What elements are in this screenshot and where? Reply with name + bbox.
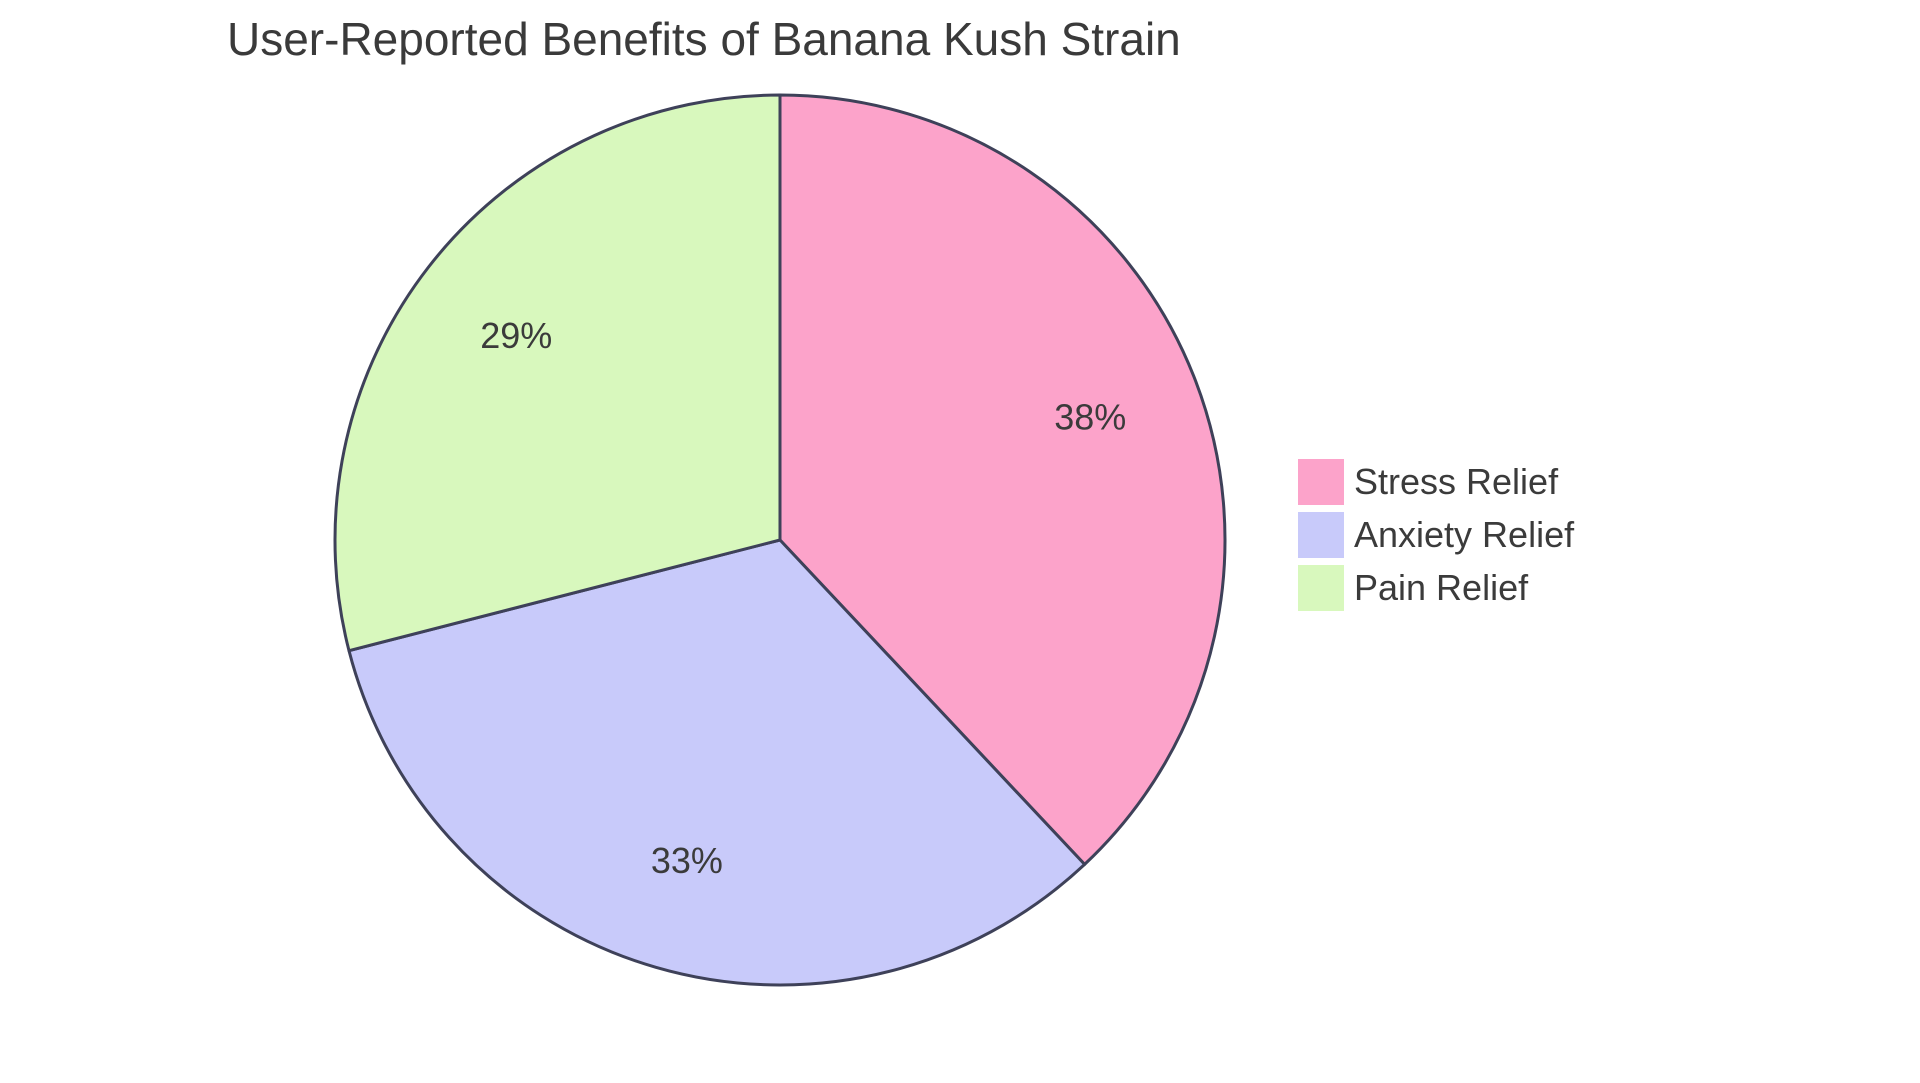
- legend-label-pain-relief: Pain Relief: [1354, 567, 1529, 608]
- legend-item-pain-relief: Pain Relief: [1298, 565, 1574, 611]
- legend-label-anxiety-relief: Anxiety Relief: [1354, 514, 1575, 555]
- pie-percent-label-pain-relief: 29%: [480, 315, 552, 356]
- pie-slice-anxiety-relief: [347, 538, 1087, 987]
- legend-item-stress-relief: Stress Relief: [1298, 459, 1574, 505]
- legend-label-stress-relief: Stress Relief: [1354, 461, 1559, 502]
- legend-swatch-anxiety-relief: [1298, 512, 1344, 558]
- legend: Stress Relief Anxiety Relief Pain Relief: [1298, 459, 1574, 611]
- legend-item-anxiety-relief: Anxiety Relief: [1298, 512, 1574, 558]
- pie-percent-label-anxiety-relief: 33%: [651, 840, 723, 881]
- chart-title: User-Reported Benefits of Banana Kush St…: [227, 13, 1181, 65]
- pie-percent-label-stress-relief: 38%: [1054, 397, 1126, 438]
- legend-swatch-stress-relief: [1298, 459, 1344, 505]
- pie-slice-pain-relief: [333, 93, 782, 653]
- legend-swatch-pain-relief: [1298, 565, 1344, 611]
- pie-slice-stress-relief: [778, 93, 1227, 866]
